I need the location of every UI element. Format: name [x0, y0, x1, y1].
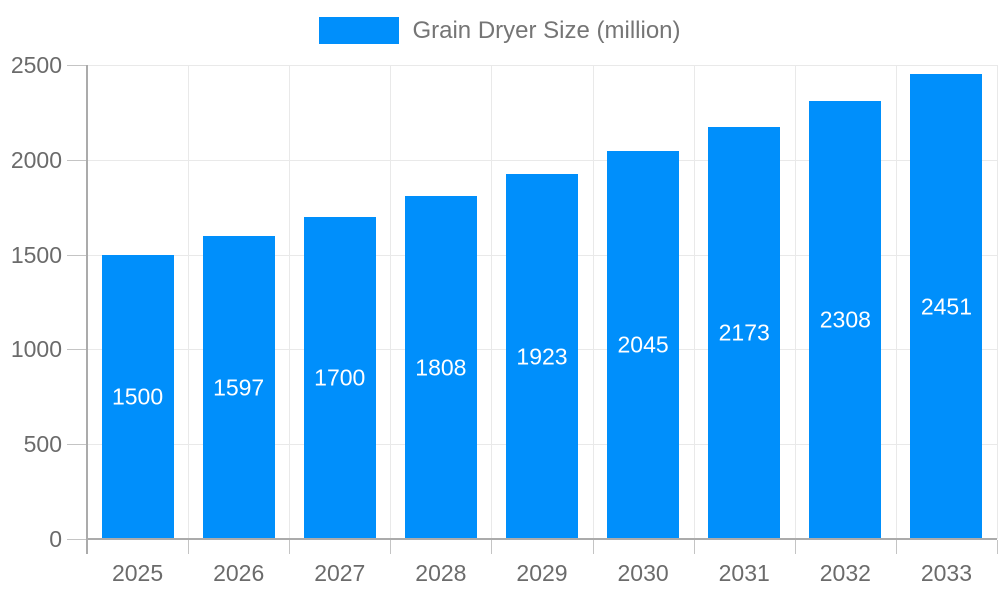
- x-tick: [491, 540, 493, 554]
- v-gridline: [491, 65, 493, 539]
- x-tick: [794, 540, 796, 554]
- legend-label: Grain Dryer Size (million): [412, 17, 681, 44]
- x-axis-label: 2030: [617, 560, 669, 586]
- bar-value-label: 1597: [213, 374, 265, 401]
- bar-2030[interactable]: 2045: [607, 151, 680, 539]
- y-axis-label: 500: [23, 431, 62, 458]
- x-axis-label: 2028: [415, 560, 467, 586]
- bar-value-label: 1808: [415, 354, 467, 381]
- x-tick: [997, 540, 998, 554]
- x-axis-line: [87, 538, 997, 540]
- x-tick: [592, 540, 594, 554]
- bar-2029[interactable]: 1923: [506, 174, 578, 539]
- bar-value-label: 2045: [617, 331, 669, 358]
- y-axis-line: [86, 65, 88, 554]
- bar-value-label: 1500: [111, 383, 164, 410]
- y-axis-label: 2500: [10, 52, 62, 78]
- y-tick: [67, 444, 87, 446]
- y-tick: [67, 65, 87, 66]
- plot-area: 1500 1597 1700 1808 1923 2045 2173 2308 2451: [67, 65, 998, 554]
- y-axis-label: 1500: [10, 241, 62, 268]
- y-tick: [67, 254, 87, 256]
- bar-2028[interactable]: 1808: [404, 196, 477, 539]
- h-gridline: [87, 159, 997, 161]
- y-axis-label: 2000: [10, 146, 62, 173]
- x-tick: [390, 540, 392, 554]
- bar-2026[interactable]: 1597: [202, 236, 275, 539]
- bar-2032[interactable]: 2308: [809, 101, 882, 539]
- y-axis-label: 1000: [10, 336, 62, 363]
- h-gridline: [87, 65, 997, 66]
- x-axis-label: 2033: [920, 560, 973, 586]
- bar-value-label: 2173: [718, 319, 770, 346]
- x-axis-label: 2026: [213, 560, 265, 586]
- legend[interactable]: Grain Dryer Size (million): [0, 17, 1000, 44]
- bar-2025[interactable]: 1500: [101, 254, 174, 539]
- bar-2033[interactable]: 2451: [910, 74, 983, 539]
- x-axis-label: 2031: [718, 560, 770, 586]
- bar-value-label: 2451: [920, 293, 973, 320]
- v-gridline: [693, 65, 695, 539]
- v-gridline: [289, 65, 291, 539]
- x-tick: [289, 540, 291, 554]
- x-axis-label: 2029: [516, 560, 568, 586]
- v-gridline: [997, 65, 998, 539]
- v-gridline: [794, 65, 796, 539]
- bar-value-label: 2308: [819, 306, 871, 333]
- x-tick: [693, 540, 695, 554]
- v-gridline: [592, 65, 594, 539]
- bar-value-label: 1923: [516, 343, 568, 370]
- x-axis-label: 2025: [111, 560, 164, 586]
- y-tick: [67, 349, 87, 351]
- bar-2027[interactable]: 1700: [303, 216, 376, 539]
- bar-value-label: 1700: [314, 364, 366, 391]
- y-tick: [67, 539, 87, 540]
- y-tick: [67, 159, 87, 161]
- x-axis-label: 2027: [314, 560, 366, 586]
- v-gridline: [188, 65, 190, 539]
- v-gridline: [895, 65, 897, 539]
- bar-2031[interactable]: 2173: [708, 127, 781, 539]
- v-gridline: [390, 65, 392, 539]
- x-axis-label: 2032: [819, 560, 871, 586]
- legend-swatch-icon: [319, 17, 400, 44]
- y-axis-label: 0: [49, 526, 62, 552]
- x-tick: [895, 540, 897, 554]
- x-tick: [188, 540, 190, 554]
